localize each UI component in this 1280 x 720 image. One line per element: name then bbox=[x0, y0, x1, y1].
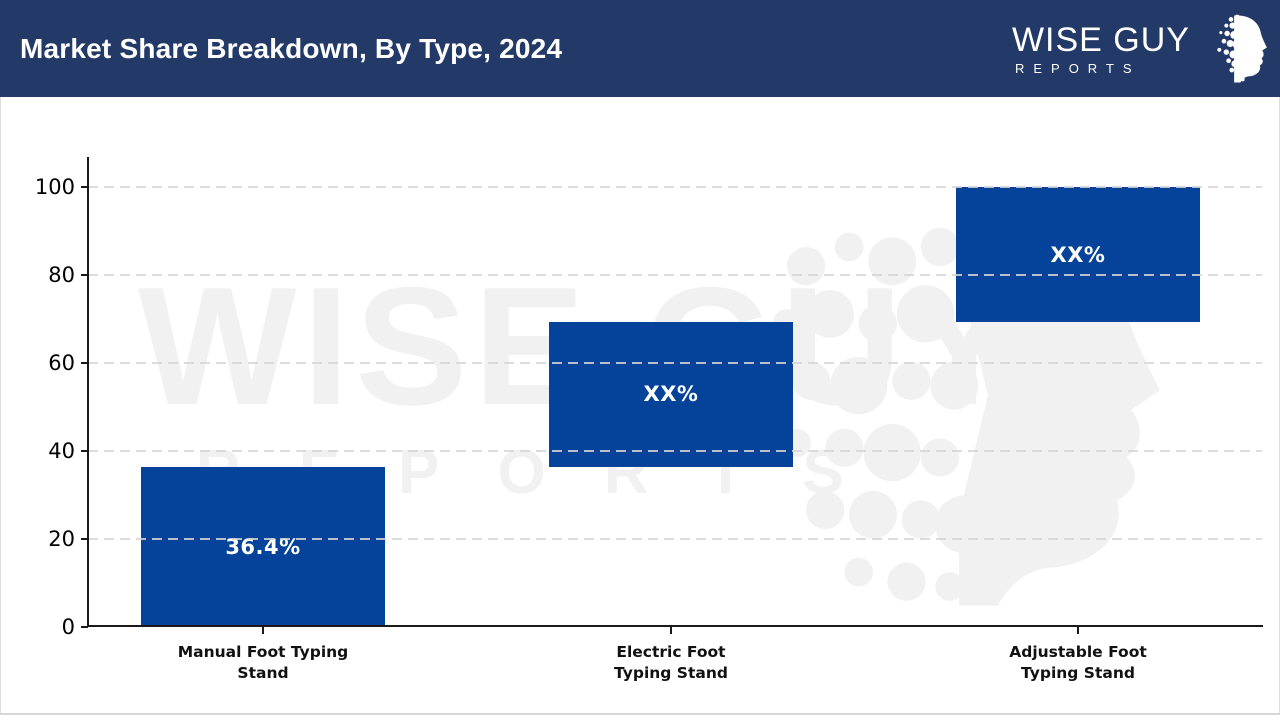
y-tick-label-80: 80 bbox=[48, 263, 75, 287]
bar-segment-2: XX% bbox=[549, 322, 793, 467]
gridline-y-80 bbox=[88, 274, 1262, 276]
bar-segment-3: XX% bbox=[956, 187, 1200, 323]
y-tick-label-60: 60 bbox=[48, 351, 75, 375]
brand-logo-subtitle: REPORTS bbox=[1014, 60, 1141, 76]
x-tick-1 bbox=[262, 627, 264, 634]
x-axis-line bbox=[87, 625, 1263, 627]
header-bar: Market Share Breakdown, By Type, 2024 WI… bbox=[0, 0, 1280, 97]
category-label-2: Electric Foot Typing Stand bbox=[614, 643, 728, 682]
y-tick-label-100: 100 bbox=[34, 175, 75, 199]
y-tick-80 bbox=[81, 274, 88, 276]
brand-logo: WISE GUY REPORTS bbox=[1012, 4, 1270, 94]
x-tick-2 bbox=[670, 627, 672, 634]
y-tick-20 bbox=[81, 538, 88, 540]
y-tick-100 bbox=[81, 186, 88, 188]
y-tick-label-40: 40 bbox=[48, 439, 75, 463]
y-tick-60 bbox=[81, 362, 88, 364]
y-tick-40 bbox=[81, 450, 88, 452]
gridline-y-20 bbox=[88, 538, 1262, 540]
category-label-1: Manual Foot Typing Stand bbox=[177, 643, 349, 682]
category-label-3: Adjustable Foot Typing Stand bbox=[1009, 643, 1147, 682]
brand-logo-name: WISE GUY bbox=[1011, 20, 1190, 59]
bar-value-label-3: XX% bbox=[1050, 242, 1106, 267]
brand-face-icon bbox=[1217, 14, 1267, 83]
brand-logo-text: WISE GUY REPORTS bbox=[1012, 23, 1190, 76]
y-tick-0 bbox=[81, 626, 88, 628]
bar-segment-1: 36.4% bbox=[141, 466, 385, 627]
bar-value-label-2: XX% bbox=[643, 382, 699, 407]
y-axis-line bbox=[87, 157, 89, 626]
gridline-y-100 bbox=[88, 186, 1262, 188]
page-title: Market Share Breakdown, By Type, 2024 bbox=[20, 32, 563, 64]
chart-plot-area: 0 20 40 60 80 100 36.4% Manual Foot Typing Stan… bbox=[0, 97, 1280, 715]
y-tick-label-0: 0 bbox=[61, 615, 75, 639]
gridline-y-40 bbox=[88, 450, 1262, 452]
y-tick-label-20: 20 bbox=[48, 527, 75, 551]
gridline-y-60 bbox=[88, 362, 1262, 364]
x-tick-3 bbox=[1077, 627, 1079, 634]
